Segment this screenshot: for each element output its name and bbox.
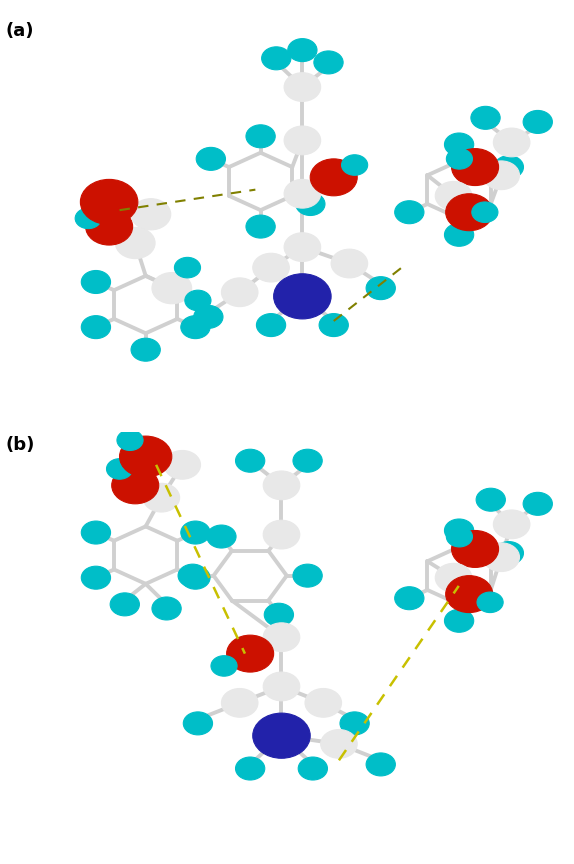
Circle shape xyxy=(235,449,265,473)
Circle shape xyxy=(293,449,322,473)
Circle shape xyxy=(284,180,321,208)
Circle shape xyxy=(288,39,317,61)
Circle shape xyxy=(178,564,207,588)
Circle shape xyxy=(115,227,155,258)
Circle shape xyxy=(110,593,139,616)
Circle shape xyxy=(222,278,258,307)
Circle shape xyxy=(310,159,357,196)
Circle shape xyxy=(181,566,210,589)
Circle shape xyxy=(471,106,500,130)
Circle shape xyxy=(445,575,492,613)
Circle shape xyxy=(164,450,200,480)
Circle shape xyxy=(483,543,519,572)
Circle shape xyxy=(452,149,499,186)
Circle shape xyxy=(174,257,200,278)
Circle shape xyxy=(80,180,138,225)
Circle shape xyxy=(494,128,530,157)
Circle shape xyxy=(444,133,474,156)
Circle shape xyxy=(131,338,160,361)
Circle shape xyxy=(296,193,325,215)
Circle shape xyxy=(366,753,395,776)
Circle shape xyxy=(298,757,327,780)
Circle shape xyxy=(314,51,343,74)
Circle shape xyxy=(119,436,172,477)
Circle shape xyxy=(112,467,159,504)
Circle shape xyxy=(263,623,300,651)
Circle shape xyxy=(183,712,212,735)
Circle shape xyxy=(263,471,300,499)
Circle shape xyxy=(117,430,143,450)
Circle shape xyxy=(181,521,210,544)
Circle shape xyxy=(263,672,300,701)
Circle shape xyxy=(331,249,368,278)
Circle shape xyxy=(483,161,519,190)
Circle shape xyxy=(284,232,321,262)
Circle shape xyxy=(321,729,357,759)
Circle shape xyxy=(196,148,226,170)
Circle shape xyxy=(262,47,291,70)
Circle shape xyxy=(181,315,210,339)
Circle shape xyxy=(211,656,237,677)
Circle shape xyxy=(253,253,289,282)
Circle shape xyxy=(222,689,258,717)
Circle shape xyxy=(523,492,552,515)
Circle shape xyxy=(82,315,111,339)
Circle shape xyxy=(366,276,395,300)
Circle shape xyxy=(107,459,133,480)
Circle shape xyxy=(194,305,223,328)
Circle shape xyxy=(447,526,472,547)
Circle shape xyxy=(452,530,499,568)
Circle shape xyxy=(82,566,111,589)
Text: (a): (a) xyxy=(6,22,34,40)
Circle shape xyxy=(319,314,348,337)
Circle shape xyxy=(152,597,181,620)
Circle shape xyxy=(477,592,503,613)
Circle shape xyxy=(523,111,552,133)
Circle shape xyxy=(472,202,498,223)
Circle shape xyxy=(293,564,322,588)
Circle shape xyxy=(445,194,492,231)
Circle shape xyxy=(185,290,211,311)
Circle shape xyxy=(227,635,274,672)
Circle shape xyxy=(444,519,474,542)
Circle shape xyxy=(152,272,192,304)
Circle shape xyxy=(131,199,170,230)
Circle shape xyxy=(284,126,321,155)
Circle shape xyxy=(263,520,300,549)
Circle shape xyxy=(494,542,523,564)
Circle shape xyxy=(86,208,133,245)
Circle shape xyxy=(274,274,331,319)
Circle shape xyxy=(75,208,101,229)
Circle shape xyxy=(435,563,472,592)
Circle shape xyxy=(235,757,265,780)
Circle shape xyxy=(305,689,342,717)
Circle shape xyxy=(246,215,275,238)
Circle shape xyxy=(246,124,275,148)
Circle shape xyxy=(253,713,310,759)
Circle shape xyxy=(257,314,286,337)
Circle shape xyxy=(444,223,474,246)
Circle shape xyxy=(207,525,236,548)
Circle shape xyxy=(284,73,321,101)
Circle shape xyxy=(342,155,368,175)
Circle shape xyxy=(447,149,472,169)
Circle shape xyxy=(395,587,424,610)
Circle shape xyxy=(435,181,472,210)
Circle shape xyxy=(264,603,293,626)
Circle shape xyxy=(395,200,424,224)
Circle shape xyxy=(82,521,111,544)
Circle shape xyxy=(476,488,505,511)
Text: (b): (b) xyxy=(6,436,35,454)
Circle shape xyxy=(143,483,180,512)
Circle shape xyxy=(444,609,474,632)
Circle shape xyxy=(494,156,523,179)
Circle shape xyxy=(340,712,369,735)
Circle shape xyxy=(494,510,530,539)
Circle shape xyxy=(82,270,111,294)
